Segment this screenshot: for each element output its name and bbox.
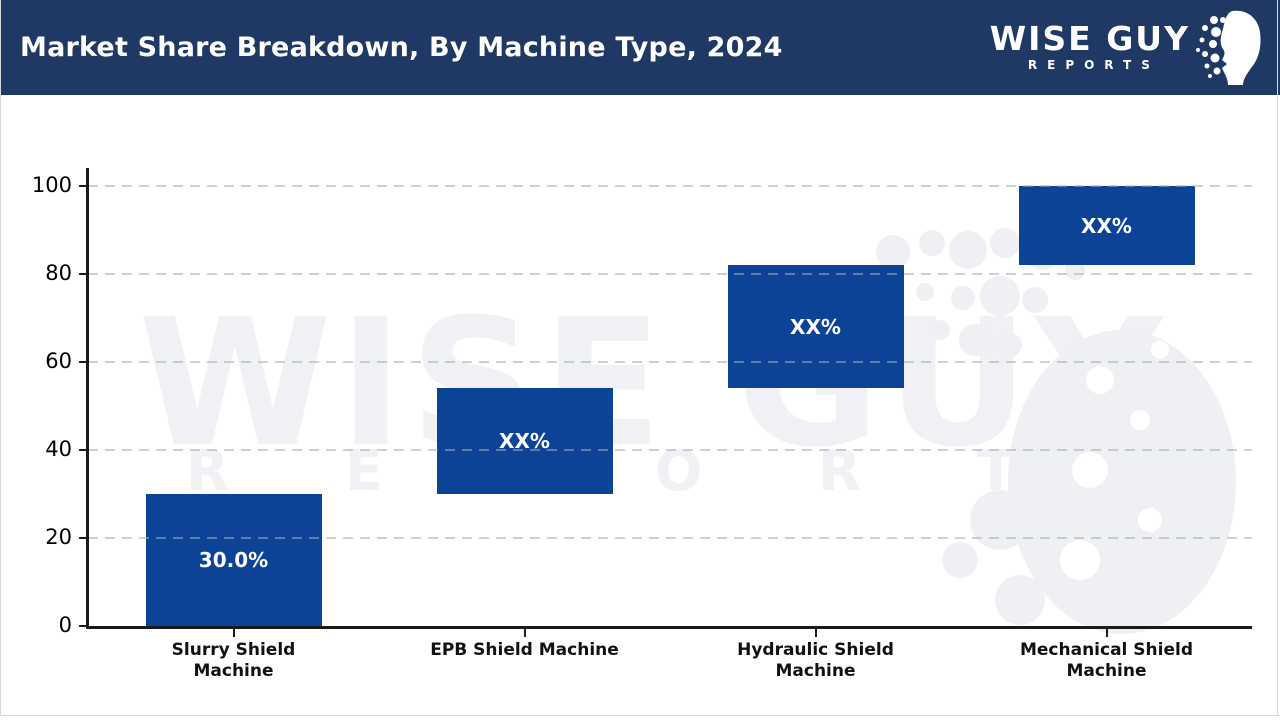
x-axis-tick-mark (523, 629, 526, 637)
category-label-line: Machine (193, 661, 274, 682)
frame-bottom-border (0, 715, 1280, 716)
gridline-80 (88, 273, 1252, 275)
watermark-reports-text: R E P O R T S (186, 439, 1219, 504)
y-axis-tick-mark (79, 361, 87, 363)
y-axis-tick-mark (79, 537, 87, 539)
frame-right-border (1277, 0, 1278, 716)
watermark-wiseguy-text: WISE GUY (138, 281, 1169, 486)
bar-4: XX% (1018, 186, 1195, 266)
category-label-2: EPB Shield Machine (405, 640, 645, 661)
category-label-4: Mechanical Shield Machine (987, 640, 1227, 683)
y-axis-tick-label: 100 (31, 173, 72, 197)
y-axis-tick-label: 40 (45, 437, 72, 461)
page-title: Market Share Breakdown, By Machine Type,… (20, 32, 783, 63)
bar-3: XX% (727, 265, 904, 389)
bar-value-label: XX% (790, 314, 841, 339)
x-axis-tick-mark (814, 629, 817, 637)
category-label-1: Slurry Shield Machine (114, 640, 354, 683)
y-axis-tick-label: 0 (58, 613, 72, 637)
gridline-100 (88, 185, 1252, 187)
gridline-60 (88, 361, 1252, 363)
y-axis-line (86, 168, 89, 628)
category-label-line: Machine (1066, 661, 1147, 682)
logo-text: WISE GUY REPORTS (989, 18, 1190, 73)
bar-2: XX% (436, 388, 613, 494)
y-axis-tick-mark (79, 273, 87, 275)
watermark-face-dots (876, 228, 1236, 634)
y-axis-tick-label: 60 (45, 349, 72, 373)
category-label-line: Machine (775, 661, 856, 682)
gridline-20 (88, 537, 1252, 539)
bar-value-label: 30.0% (198, 548, 269, 572)
category-label-3: Hydraulic Shield Machine (696, 640, 936, 683)
x-axis-tick-mark (232, 629, 235, 637)
wise-guy-reports-logo: WISE GUY REPORTS (990, 8, 1264, 86)
bar-value-label: XX% (1081, 213, 1132, 238)
logo-face-icon (1196, 10, 1261, 86)
gridline-40 (88, 449, 1252, 451)
logo-wiseguy-label: WISE GUY (989, 18, 1190, 58)
category-label-line: Mechanical Shield (1019, 640, 1194, 660)
x-axis-line (86, 626, 1252, 629)
category-label-line: Slurry Shield (171, 640, 296, 660)
frame-left-border (0, 0, 1, 716)
category-label-line: Hydraulic Shield (737, 640, 894, 660)
category-label-line: EPB Shield Machine (430, 640, 619, 660)
y-axis-tick-mark (79, 185, 87, 187)
y-axis-tick-mark (79, 449, 87, 451)
y-axis-tick-label: 20 (45, 525, 72, 549)
y-axis-tick-mark (79, 625, 87, 627)
bar-1: 30.0% (145, 494, 322, 626)
x-axis-tick-mark (1105, 629, 1108, 637)
logo-reports-label: REPORTS (1027, 58, 1160, 73)
y-axis-tick-label: 80 (45, 261, 72, 285)
header-bar: Market Share Breakdown, By Machine Type,… (0, 0, 1280, 95)
